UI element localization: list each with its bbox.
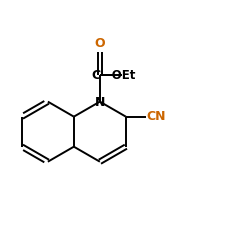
Text: CN: CN (147, 110, 166, 123)
Text: C: C (91, 69, 100, 82)
Text: —OEt: —OEt (100, 69, 136, 82)
Text: N: N (95, 96, 105, 109)
Text: O: O (95, 37, 105, 50)
